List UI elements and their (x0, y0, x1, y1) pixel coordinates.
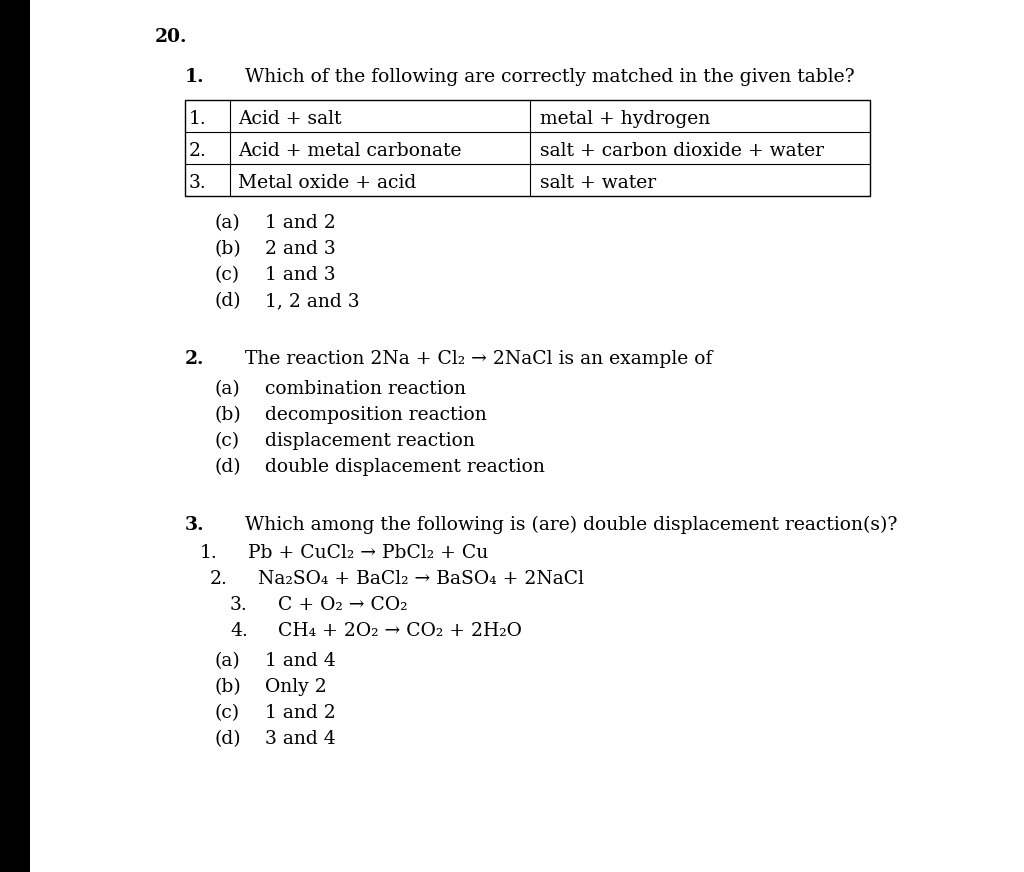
Text: 1.: 1. (185, 68, 205, 86)
Text: salt + carbon dioxide + water: salt + carbon dioxide + water (540, 142, 824, 160)
Text: 1 and 2: 1 and 2 (265, 214, 336, 232)
Text: (c): (c) (215, 266, 240, 284)
Text: displacement reaction: displacement reaction (265, 432, 475, 450)
Text: 1 and 2: 1 and 2 (265, 704, 336, 722)
Text: (c): (c) (215, 704, 240, 722)
Text: Pb + CuCl₂ → PbCl₂ + Cu: Pb + CuCl₂ → PbCl₂ + Cu (248, 544, 488, 562)
Text: (b): (b) (215, 240, 242, 258)
Text: CH₄ + 2O₂ → CO₂ + 2H₂O: CH₄ + 2O₂ → CO₂ + 2H₂O (278, 622, 522, 640)
Text: 1 and 4: 1 and 4 (265, 652, 336, 670)
Text: Metal oxide + acid: Metal oxide + acid (238, 174, 416, 192)
Text: 3.: 3. (185, 516, 205, 534)
Text: decomposition reaction: decomposition reaction (265, 406, 486, 424)
Text: 2 and 3: 2 and 3 (265, 240, 336, 258)
Text: 1 and 3: 1 and 3 (265, 266, 336, 284)
Text: C + O₂ → CO₂: C + O₂ → CO₂ (278, 596, 408, 614)
Bar (0, 0, 30, 872)
Text: 20.: 20. (155, 28, 187, 46)
Text: combination reaction: combination reaction (265, 380, 466, 398)
Text: salt + water: salt + water (540, 174, 656, 192)
Text: 2.: 2. (185, 350, 205, 368)
Text: (b): (b) (215, 406, 242, 424)
Bar (185, 100, 870, 196)
Text: (d): (d) (215, 458, 242, 476)
Text: (d): (d) (215, 730, 242, 748)
Text: 1.: 1. (189, 110, 207, 128)
Text: Which of the following are correctly matched in the given table?: Which of the following are correctly mat… (245, 68, 855, 86)
Text: metal + hydrogen: metal + hydrogen (540, 110, 711, 128)
Text: 3 and 4: 3 and 4 (265, 730, 336, 748)
Text: (a): (a) (215, 214, 241, 232)
Text: 2.: 2. (189, 142, 207, 160)
Text: 3.: 3. (230, 596, 248, 614)
Text: 2.: 2. (210, 570, 228, 588)
Text: Which among the following is (are) double displacement reaction(s)?: Which among the following is (are) doubl… (245, 516, 897, 535)
Text: Acid + salt: Acid + salt (238, 110, 341, 128)
Text: Only 2: Only 2 (265, 678, 327, 696)
Text: (a): (a) (215, 652, 241, 670)
Text: (d): (d) (215, 292, 242, 310)
Text: Na₂SO₄ + BaCl₂ → BaSO₄ + 2NaCl: Na₂SO₄ + BaCl₂ → BaSO₄ + 2NaCl (258, 570, 584, 588)
Text: Acid + metal carbonate: Acid + metal carbonate (238, 142, 462, 160)
Text: double displacement reaction: double displacement reaction (265, 458, 545, 476)
Text: 1, 2 and 3: 1, 2 and 3 (265, 292, 359, 310)
Text: 4.: 4. (230, 622, 248, 640)
Text: 3.: 3. (189, 174, 207, 192)
Text: (c): (c) (215, 432, 240, 450)
Text: 1.: 1. (200, 544, 218, 562)
Text: (a): (a) (215, 380, 241, 398)
Text: (b): (b) (215, 678, 242, 696)
Text: The reaction 2Na + Cl₂ → 2NaCl is an example of: The reaction 2Na + Cl₂ → 2NaCl is an exa… (245, 350, 713, 368)
